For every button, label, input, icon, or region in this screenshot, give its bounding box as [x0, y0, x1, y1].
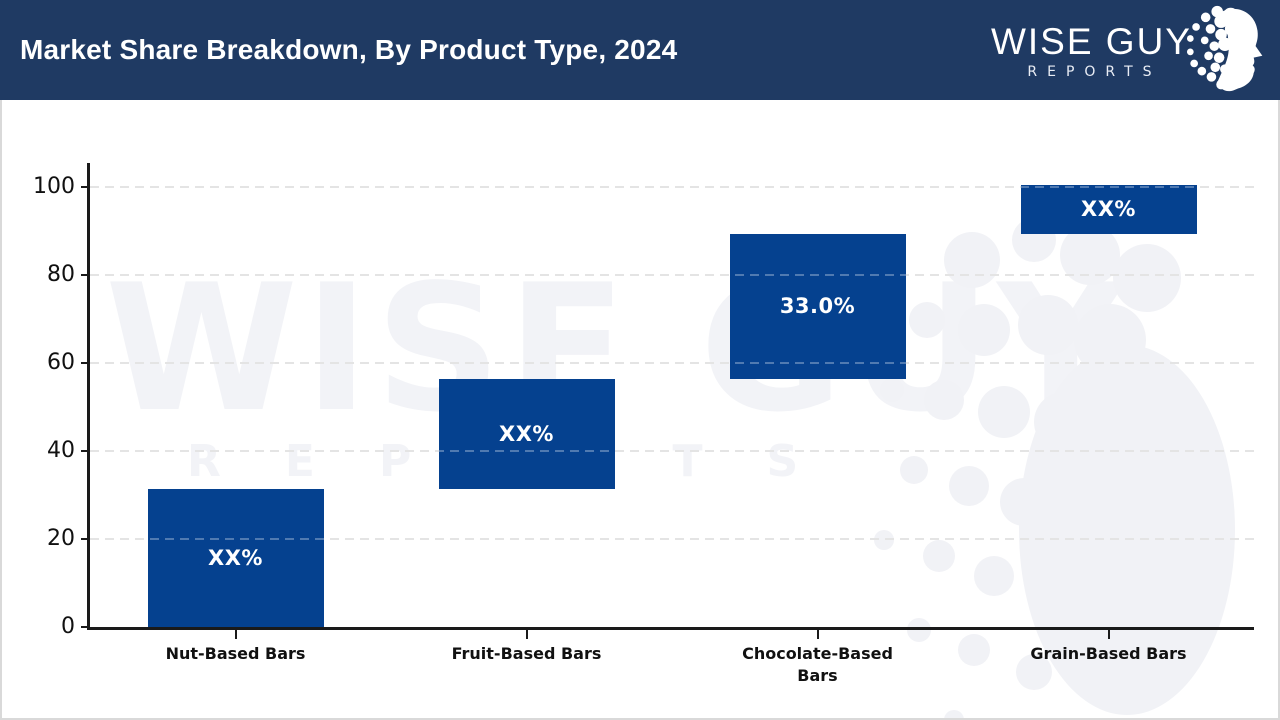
x-tick [525, 630, 528, 639]
header: Market Share Breakdown, By Product Type,… [0, 0, 1280, 100]
figure-title: Market Share Breakdown, By Product Type,… [20, 34, 678, 65]
x-axis-category-label: Grain-Based Bars [1030, 644, 1187, 663]
x-axis-spine [87, 627, 1254, 630]
brand-name: WISE GUY [990, 20, 1192, 62]
x-tick [816, 630, 819, 639]
bar-fruit-based-bars: XX% [438, 378, 615, 489]
y-tick-label: 60 [47, 350, 75, 375]
y-tick-label: 20 [47, 526, 75, 551]
x-tick [234, 630, 237, 639]
y-axis-spine [87, 163, 90, 630]
brand-logo: WISE GUY REPORTS [991, 2, 1266, 98]
brand-logo-text: WISE GUY REPORTS [991, 21, 1192, 80]
y-tick-label: 0 [61, 614, 75, 639]
plot: 0 20 40 60 80 100 XX% XX% 33.0% XX% Nut-Based Bars… [2, 100, 1278, 718]
bar-value-label: XX% [499, 421, 554, 446]
bar-chocolate-based-bars: 33.0% [729, 233, 906, 379]
gridline-overlay [90, 186, 1254, 188]
gridline [90, 538, 1254, 540]
y-tick [81, 274, 90, 276]
y-tick-label: 100 [33, 174, 75, 199]
gridline-overlay [90, 362, 1254, 364]
gridline-overlay [90, 538, 1254, 540]
y-tick-label: 80 [47, 262, 75, 287]
bar-grain-based-bars: XX% [1020, 185, 1197, 234]
bar-value-label: XX% [208, 545, 263, 570]
x-axis-category-label: Fruit-Based Bars [451, 644, 602, 663]
gridline [90, 362, 1254, 364]
y-tick [81, 186, 90, 188]
gridline [90, 450, 1254, 452]
y-tick [81, 362, 90, 364]
watermark: WISE GUY REPORTS [2, 100, 1278, 718]
y-tick [81, 450, 90, 452]
x-tick [1107, 630, 1110, 639]
gridline-overlay [90, 274, 1254, 276]
y-tick [81, 626, 90, 628]
gridline [90, 186, 1254, 188]
brand-head-icon [1186, 5, 1263, 92]
x-axis-category-label: Nut-Based Bars [165, 644, 306, 663]
chart-area: WISE GUY REPORTS 0 20 40 60 80 100 XX% XX% 33.0%… [0, 100, 1280, 720]
gridline-overlay [90, 450, 1254, 452]
gridline [90, 274, 1254, 276]
bar-value-label: 33.0% [779, 294, 856, 319]
x-axis-category-label: Chocolate-Based Bars [742, 644, 893, 685]
y-tick [81, 538, 90, 540]
brand-tagline: REPORTS [1027, 63, 1162, 80]
bar-nut-based-bars: XX% [147, 488, 324, 627]
bar-value-label: XX% [1081, 197, 1136, 222]
y-tick-label: 40 [47, 438, 75, 463]
